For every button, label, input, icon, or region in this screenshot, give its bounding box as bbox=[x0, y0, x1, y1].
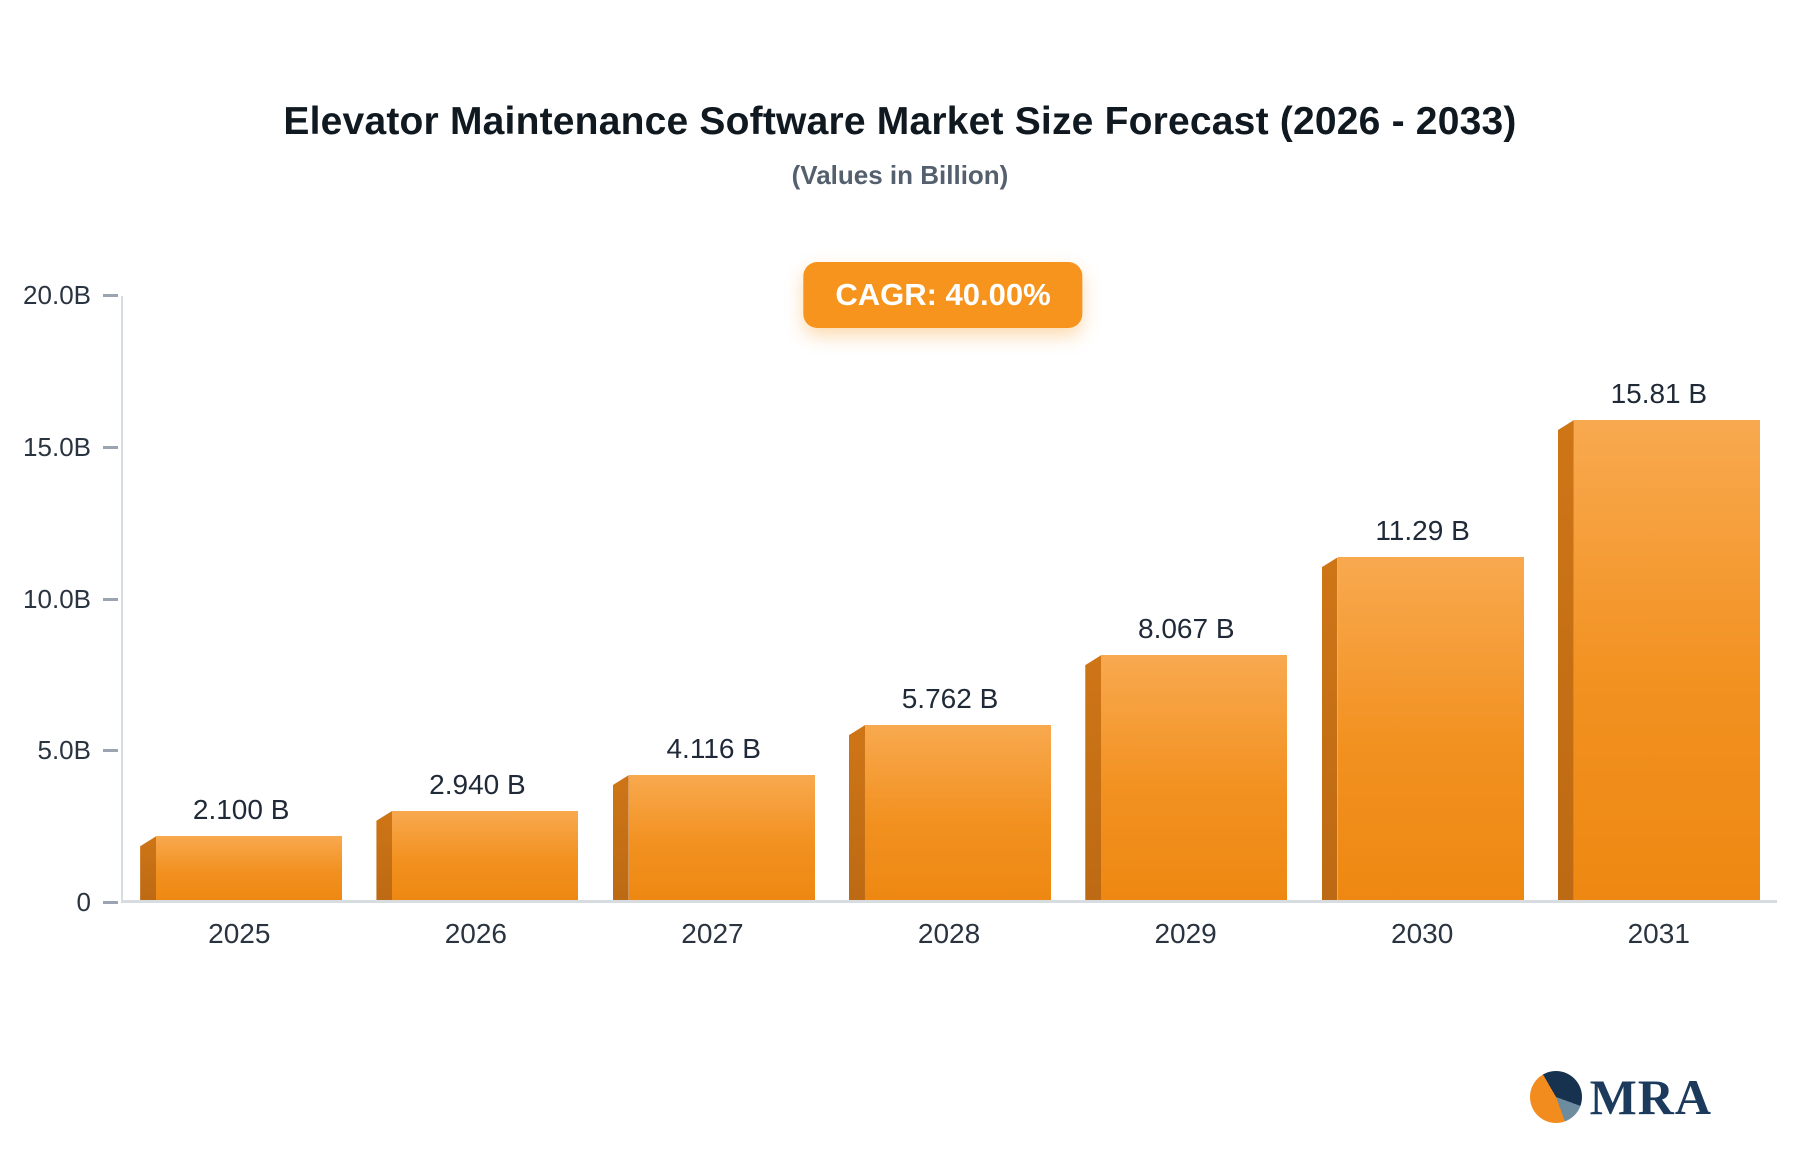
cagr-badge: CAGR: 40.00% bbox=[803, 262, 1083, 328]
y-tick-label: 0 bbox=[76, 887, 91, 917]
bar-front-face bbox=[1101, 655, 1288, 900]
plot-area: 2.100 B 2.940 B 4.116 B 5.762 B 8.067 B 11.29… bbox=[121, 296, 1777, 903]
y-tick-label: 20.0B bbox=[23, 280, 91, 310]
bar-value-label: 5.762 B bbox=[901, 683, 999, 715]
x-axis-label: 2025 bbox=[208, 918, 271, 949]
y-tick: 10.0B bbox=[0, 584, 118, 615]
y-tick: 5.0B bbox=[0, 735, 118, 766]
y-tick-dash bbox=[103, 445, 118, 449]
logo: MRA bbox=[1529, 1068, 1712, 1126]
bar-value-label: 15.81 B bbox=[1610, 378, 1708, 410]
y-axis: 20.0B 15.0B 10.0B 5.0B 0 bbox=[0, 280, 118, 917]
chart-header: Elevator Maintenance Software Market Siz… bbox=[0, 0, 1800, 191]
y-tick: 15.0B bbox=[0, 432, 118, 463]
bar-slot: 8.067 B bbox=[1068, 613, 1304, 900]
y-tick-dash bbox=[103, 901, 118, 904]
bar bbox=[1557, 420, 1760, 900]
chart-subtitle: (Values in Billion) bbox=[791, 160, 1009, 190]
bar-side-face bbox=[1557, 420, 1574, 900]
bar-side-face bbox=[140, 836, 157, 900]
x-axis-label: 2027 bbox=[681, 918, 744, 949]
x-axis-label: 2026 bbox=[444, 918, 508, 949]
x-axis-labels: 2025 2026 2027 2028 2029 2030 2031 bbox=[121, 918, 1777, 950]
bar-value-label: 2.940 B bbox=[429, 768, 526, 800]
bar-slot: 5.762 B bbox=[832, 683, 1068, 900]
x-axis-label: 2028 bbox=[917, 918, 981, 949]
bar-front-face bbox=[392, 810, 579, 900]
bars-row: 2.100 B 2.940 B 4.116 B 5.762 B 8.067 B 11.29… bbox=[123, 296, 1777, 900]
bar bbox=[1085, 655, 1288, 900]
bar bbox=[1321, 557, 1524, 900]
bar-side-face bbox=[1085, 655, 1102, 900]
y-tick: 0 bbox=[0, 887, 118, 918]
bar bbox=[140, 836, 343, 900]
bar bbox=[376, 810, 579, 900]
bar bbox=[848, 725, 1051, 900]
y-tick-label: 10.0B bbox=[23, 583, 91, 614]
bar-value-label: 8.067 B bbox=[1138, 613, 1235, 645]
x-axis-label: 2029 bbox=[1154, 918, 1217, 949]
bar-front-face bbox=[1573, 420, 1760, 900]
bar-side-face bbox=[376, 810, 393, 900]
bar-side-face bbox=[612, 775, 629, 900]
y-tick-label: 5.0B bbox=[37, 735, 92, 766]
logo-text: MRA bbox=[1589, 1069, 1712, 1125]
bar-slot: 4.116 B bbox=[596, 733, 832, 900]
bar-front-face bbox=[864, 725, 1051, 900]
bar bbox=[612, 775, 815, 900]
bar-front-face bbox=[156, 836, 343, 900]
bar-side-face bbox=[848, 725, 865, 900]
x-axis-label: 2030 bbox=[1391, 918, 1454, 949]
bar-slot: 11.29 B bbox=[1304, 515, 1540, 900]
bar-slot: 2.940 B bbox=[359, 769, 595, 900]
bar-value-label: 4.116 B bbox=[666, 733, 761, 765]
y-tick-dash bbox=[103, 294, 118, 297]
bar-front-face bbox=[628, 775, 815, 900]
x-axis-label: 2031 bbox=[1627, 918, 1690, 949]
bar-front-face bbox=[1337, 557, 1524, 900]
chart-title: Elevator Maintenance Software Market Siz… bbox=[283, 100, 1517, 143]
y-tick-dash bbox=[103, 749, 118, 753]
y-tick-label: 15.0B bbox=[23, 431, 91, 462]
pie-chart-logo-icon bbox=[1529, 1071, 1582, 1123]
bar-value-label: 2.100 B bbox=[192, 794, 290, 826]
bar-slot: 15.81 B bbox=[1541, 378, 1777, 900]
y-tick-dash bbox=[103, 597, 118, 601]
bar-side-face bbox=[1321, 557, 1338, 900]
bar-value-label: 11.29 B bbox=[1375, 515, 1470, 547]
bar-slot: 2.100 B bbox=[123, 794, 359, 900]
y-tick: 20.0B bbox=[0, 280, 118, 311]
